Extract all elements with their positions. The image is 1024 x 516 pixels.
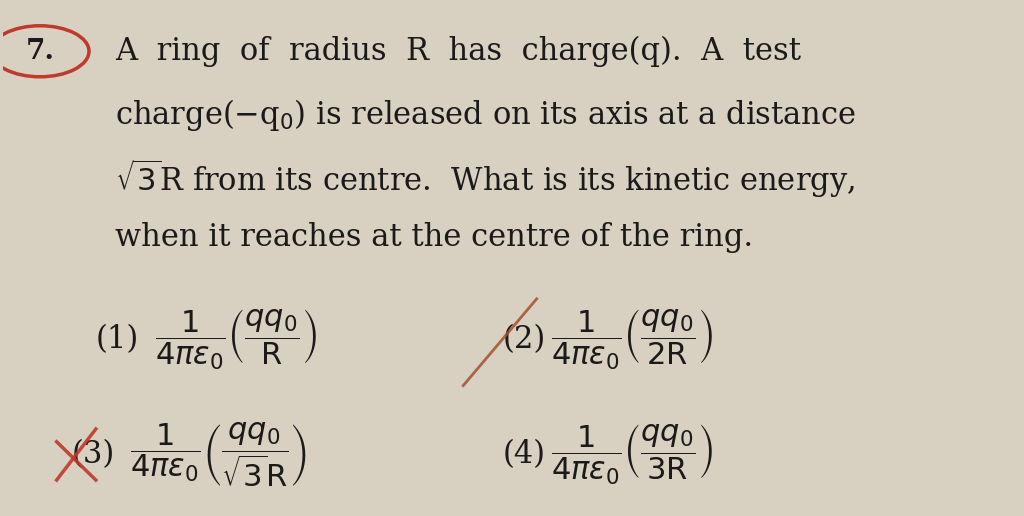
Text: A  ring  of  radius  R  has  charge(q).  A  test: A ring of radius R has charge(q). A test: [116, 36, 802, 67]
Text: $\dfrac{1}{4\pi\varepsilon_0}\left(\dfrac{qq_0}{2\mathrm{R}}\right)$: $\dfrac{1}{4\pi\varepsilon_0}\left(\dfra…: [551, 308, 714, 372]
Text: (2): (2): [503, 324, 546, 355]
Text: 7.: 7.: [26, 38, 54, 65]
Text: (3): (3): [72, 439, 115, 470]
Text: $\dfrac{1}{4\pi\varepsilon_0}\left(\dfrac{qq_0}{\mathrm{R}}\right)$: $\dfrac{1}{4\pi\varepsilon_0}\left(\dfra…: [155, 308, 316, 372]
Text: charge($-$q$_0$) is released on its axis at a distance: charge($-$q$_0$) is released on its axis…: [116, 97, 856, 133]
Text: (4): (4): [503, 439, 546, 470]
Text: $\dfrac{1}{4\pi\varepsilon_0}\left(\dfrac{qq_0}{3\mathrm{R}}\right)$: $\dfrac{1}{4\pi\varepsilon_0}\left(\dfra…: [551, 423, 714, 487]
Text: (1): (1): [96, 324, 139, 355]
Text: $\dfrac{1}{4\pi\varepsilon_0}\left(\dfrac{qq_0}{\sqrt{3}\mathrm{R}}\right)$: $\dfrac{1}{4\pi\varepsilon_0}\left(\dfra…: [130, 420, 307, 489]
Text: when it reaches at the centre of the ring.: when it reaches at the centre of the rin…: [116, 222, 754, 253]
Text: $\sqrt{3}$R from its centre.  What is its kinetic energy,: $\sqrt{3}$R from its centre. What is its…: [116, 157, 855, 200]
